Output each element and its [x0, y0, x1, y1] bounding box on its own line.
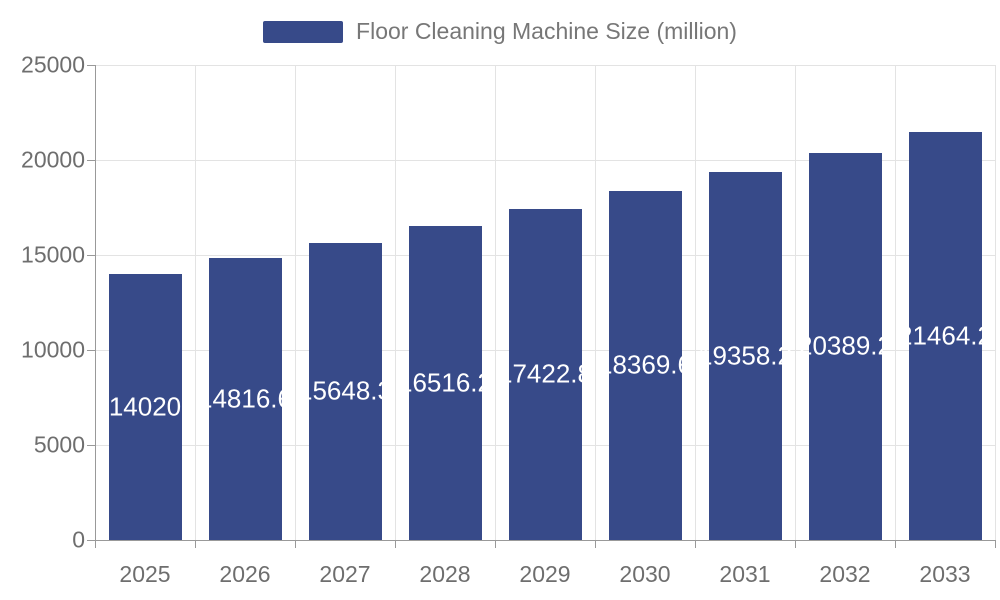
bar-2032[interactable] [808, 152, 882, 540]
x-axis-tick [195, 540, 196, 548]
bar-2033[interactable] [908, 132, 982, 540]
bar-2029[interactable] [508, 208, 582, 540]
x-axis-tick-label: 2025 [119, 561, 171, 587]
x-gridline [595, 65, 596, 540]
x-axis-tick-label: 2033 [919, 561, 971, 587]
y-axis-tick-label: 20000 [21, 146, 85, 173]
bar-2028[interactable] [408, 226, 482, 540]
x-axis-tick [795, 540, 796, 548]
y-axis-tick [87, 445, 95, 446]
x-gridline [395, 65, 396, 540]
y-gridline [95, 65, 995, 66]
bar-2030[interactable] [608, 190, 682, 540]
x-axis-tick-label: 2030 [619, 561, 671, 587]
x-axis-line [95, 540, 995, 541]
y-axis-tick [87, 160, 95, 161]
x-gridline [295, 65, 296, 540]
y-axis-tick-label: 15000 [21, 241, 85, 268]
x-gridline [795, 65, 796, 540]
y-gridline [95, 160, 995, 161]
x-axis-tick-label: 2028 [419, 561, 471, 587]
x-axis-tick [595, 540, 596, 548]
y-axis-tick-label: 25000 [21, 51, 85, 78]
x-axis-tick-label: 2026 [219, 561, 271, 587]
x-axis-tick [995, 540, 996, 548]
bar-2031[interactable] [708, 172, 782, 540]
y-axis-tick-label: 10000 [21, 336, 85, 363]
x-axis-tick [495, 540, 496, 548]
x-axis-tick-label: 2029 [519, 561, 571, 587]
y-axis-tick [87, 350, 95, 351]
legend-swatch [263, 20, 344, 43]
y-axis-tick-label: 5000 [33, 431, 85, 458]
x-gridline [495, 65, 496, 540]
y-axis-tick [87, 65, 95, 66]
x-gridline [695, 65, 696, 540]
x-axis-tick [895, 540, 896, 548]
bar-2025[interactable] [108, 273, 182, 540]
legend-label: Floor Cleaning Machine Size (million) [356, 18, 737, 44]
x-axis-tick [395, 540, 396, 548]
bar-2027[interactable] [308, 242, 382, 540]
x-axis-tick-label: 2031 [719, 561, 771, 587]
x-gridline [195, 65, 196, 540]
x-gridline [895, 65, 896, 540]
x-axis-tick [295, 540, 296, 548]
x-axis-tick-label: 2032 [819, 561, 871, 587]
y-axis-tick [87, 540, 95, 541]
x-axis-tick-label: 2027 [319, 561, 371, 587]
x-axis-tick [95, 540, 96, 548]
x-gridline [995, 65, 996, 540]
y-axis-line [95, 65, 96, 540]
y-axis-tick-label: 0 [72, 526, 85, 553]
legend-item[interactable]: Floor Cleaning Machine Size (million) [0, 18, 1000, 45]
y-axis-tick [87, 255, 95, 256]
bar-2026[interactable] [208, 258, 282, 540]
x-axis-tick [695, 540, 696, 548]
